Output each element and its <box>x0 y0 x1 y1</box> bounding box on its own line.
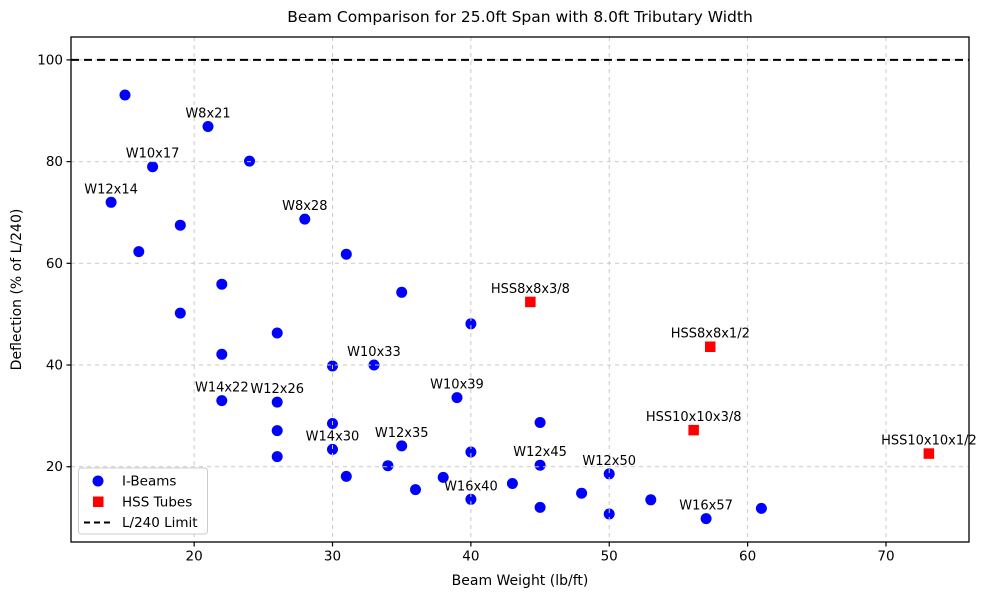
scatter-point-i-beam <box>396 286 408 298</box>
x-tick-label: 50 <box>601 549 618 565</box>
scatter-point-i-beam <box>174 307 186 319</box>
legend-label-i-beams: I-Beams <box>122 474 176 490</box>
points-layer <box>105 89 935 525</box>
scatter-point-i-beam <box>368 359 380 371</box>
scatter-point-i-beam <box>133 246 145 258</box>
scatter-point-i-beam <box>603 468 615 480</box>
scatter-point-i-beam <box>465 446 477 458</box>
x-tick-label: 20 <box>186 549 203 565</box>
scatter-point-i-beam <box>271 451 283 463</box>
scatter-point-i-beam <box>119 89 131 101</box>
legend-box <box>78 467 208 535</box>
scatter-point-hss-tube <box>688 424 699 436</box>
point-label: W8x21 <box>185 107 230 122</box>
y-axis-label: Deflection (% of L/240) <box>9 209 25 371</box>
scatter-point-i-beam <box>700 513 712 525</box>
scatter-point-i-beam <box>327 443 338 455</box>
scatter-point-i-beam <box>271 396 283 408</box>
scatter-point-i-beam <box>216 278 228 290</box>
axes-layer: 20 30 40 50 60 70 20 40 60 80 100 <box>37 36 970 565</box>
x-tick-label: 70 <box>877 549 894 565</box>
point-label: HSS8x8x3/8 <box>491 282 570 297</box>
scatter-point-i-beam <box>299 213 311 225</box>
scatter-point-i-beam <box>410 484 421 496</box>
scatter-point-hss-tube <box>525 296 536 308</box>
legend: I-Beams HSS Tubes L/240 Limit <box>78 467 208 535</box>
point-label: HSS8x8x1/2 <box>671 327 750 342</box>
point-label: W14x22 <box>195 381 249 396</box>
scatter-point-i-beam <box>465 318 477 330</box>
scatter-point-i-beam <box>216 395 228 407</box>
x-tick-label: 40 <box>462 549 479 565</box>
x-tick-label: 60 <box>739 549 756 565</box>
scatter-point-i-beam <box>271 327 283 339</box>
scatter-point-i-beam <box>603 508 615 520</box>
legend-marker-hss-tubes <box>93 496 104 507</box>
y-tick-label: 100 <box>37 52 63 68</box>
point-label: W16x40 <box>444 479 498 494</box>
scatter-point-i-beam <box>202 121 214 132</box>
plot-border <box>70 36 970 543</box>
scatter-point-i-beam <box>147 161 159 173</box>
scatter-point-i-beam <box>506 478 518 489</box>
scatter-point-i-beam <box>105 196 117 208</box>
point-label: W12x50 <box>582 454 636 469</box>
scatter-point-hss-tube <box>705 341 716 352</box>
scatter-point-i-beam <box>534 501 546 513</box>
y-tick-label: 80 <box>46 154 63 170</box>
scatter-point-i-beam <box>451 392 463 404</box>
scatter-point-i-beam <box>437 471 449 483</box>
y-tick-label: 40 <box>46 358 63 374</box>
scatter-point-i-beam <box>340 248 352 260</box>
scatter-point-i-beam <box>465 493 477 505</box>
point-label: HSS10x10x3/8 <box>646 410 742 425</box>
point-label: W12x26 <box>250 382 304 397</box>
y-tick-label: 20 <box>46 459 63 475</box>
point-label: W10x17 <box>126 147 180 162</box>
x-axis-label: Beam Weight (lb/ft) <box>452 573 589 589</box>
scatter-point-i-beam <box>174 219 186 231</box>
scatter-point-i-beam <box>396 440 408 452</box>
y-tick-label: 60 <box>46 256 63 272</box>
scatter-point-i-beam <box>534 459 546 471</box>
scatter-point-hss-tube <box>923 448 935 459</box>
scatter-point-i-beam <box>534 417 546 428</box>
scatter-point-i-beam <box>271 425 283 437</box>
x-tick-label: 30 <box>324 549 341 565</box>
scatter-point-i-beam <box>340 470 352 482</box>
chart-title: Beam Comparison for 25.0ft Span with 8.0… <box>287 8 753 26</box>
scatter-point-i-beam <box>755 502 767 514</box>
legend-marker-i-beams <box>92 475 104 487</box>
scatter-point-i-beam <box>382 460 394 472</box>
legend-label-limit: L/240 Limit <box>122 515 198 531</box>
point-label: HSS10x10x1/2 <box>881 434 977 449</box>
point-label: W12x14 <box>84 182 138 197</box>
scatter-point-i-beam <box>576 487 588 499</box>
point-label: W12x35 <box>375 426 429 441</box>
point-label: W8x28 <box>282 199 327 214</box>
point-label: W12x45 <box>513 445 567 460</box>
point-label: W10x33 <box>347 345 401 360</box>
legend-label-hss-tubes: HSS Tubes <box>122 495 192 511</box>
scatter-point-i-beam <box>645 494 657 506</box>
point-label: W16x57 <box>679 499 733 514</box>
annotations-layer: W8x21 W10x17 W12x14 W8x28 W10x33 W10x39 W14x22… <box>84 107 976 514</box>
point-label: W10x39 <box>430 378 484 393</box>
scatter-point-i-beam <box>216 348 228 360</box>
point-label: W14x30 <box>306 429 360 444</box>
